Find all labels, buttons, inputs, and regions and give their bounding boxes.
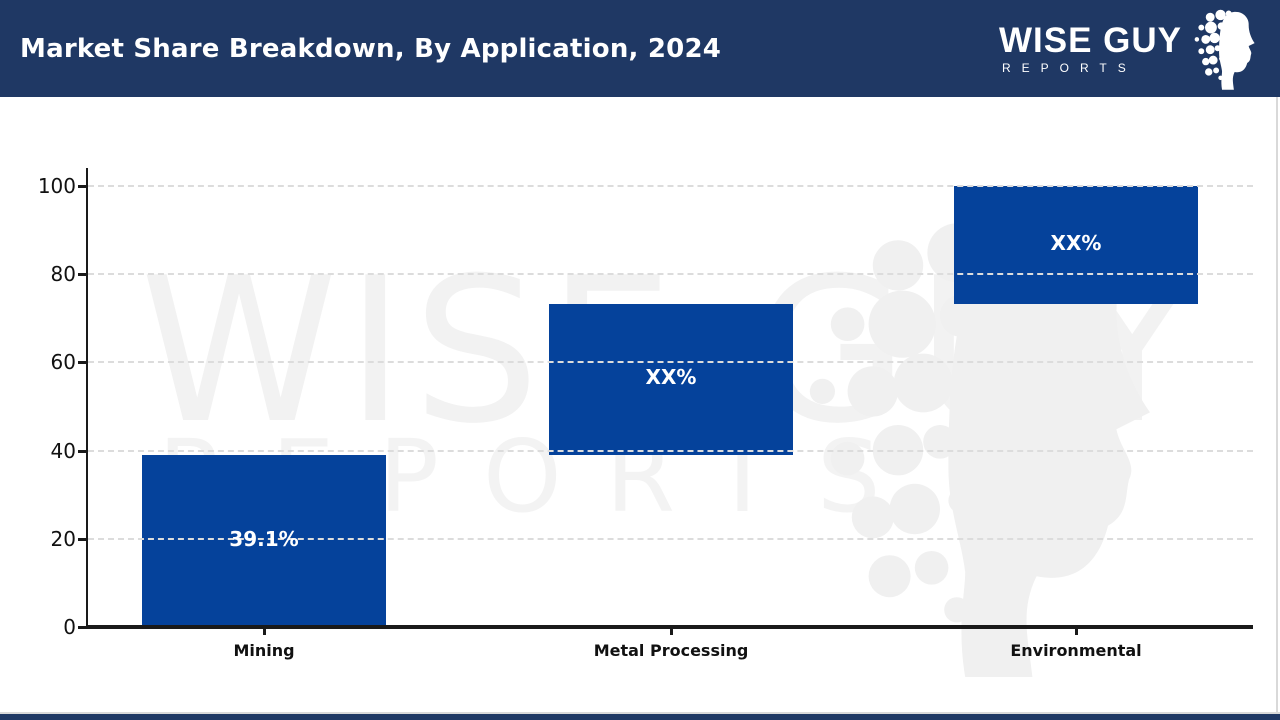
y-tick-label: 80 — [50, 262, 76, 287]
wiseguy-logo-text: WISE GUY REPORTS — [999, 23, 1182, 74]
x-axis-label-metal-processing: Metal Processing — [593, 641, 749, 660]
header: Market Share Breakdown, By Application, … — [0, 0, 1280, 97]
bar-environmental — [954, 186, 1198, 305]
wiseguy-logo: WISE GUY REPORTS — [999, 8, 1262, 90]
gridline-100 — [88, 185, 1253, 187]
y-tick — [78, 361, 88, 365]
wiseguy-logo-subname: REPORTS — [1001, 61, 1137, 75]
bottom-divider — [0, 712, 1280, 714]
y-tick — [78, 626, 88, 629]
x-axis-spine — [86, 625, 1253, 629]
x-axis-label-environmental: Environmental — [1010, 641, 1142, 660]
bar-value-label: XX% — [1050, 231, 1102, 256]
page-title: Market Share Breakdown, By Application, … — [20, 33, 722, 64]
y-tick-label: 40 — [50, 438, 76, 463]
y-tick-label: 0 — [63, 615, 76, 639]
bar-value-label: XX% — [645, 365, 697, 390]
wiseguy-face-icon — [1188, 8, 1262, 90]
wiseguy-logo-name: WISE GUY — [998, 21, 1182, 60]
x-axis-label-mining: Mining — [233, 641, 295, 660]
bar-metal-processing — [549, 304, 793, 455]
y-tick — [78, 537, 88, 541]
x-tick — [263, 627, 266, 635]
bar-value-label: 39.1% — [229, 526, 299, 551]
y-tick-label: 100 — [37, 174, 76, 198]
gridline-40 — [88, 449, 1253, 452]
x-tick — [1075, 627, 1078, 635]
gridline-20 — [88, 537, 1253, 540]
bar-mining — [142, 454, 386, 627]
x-tick — [670, 627, 673, 635]
y-tick — [78, 449, 88, 453]
y-tick-label: 20 — [50, 526, 76, 551]
y-tick — [78, 273, 88, 277]
gridline-80 — [88, 273, 1253, 276]
y-tick-label: 60 — [50, 350, 76, 375]
footer-bar — [0, 714, 1280, 720]
y-tick — [78, 185, 88, 188]
gridline-60 — [88, 361, 1253, 364]
y-axis-spine — [86, 168, 88, 629]
